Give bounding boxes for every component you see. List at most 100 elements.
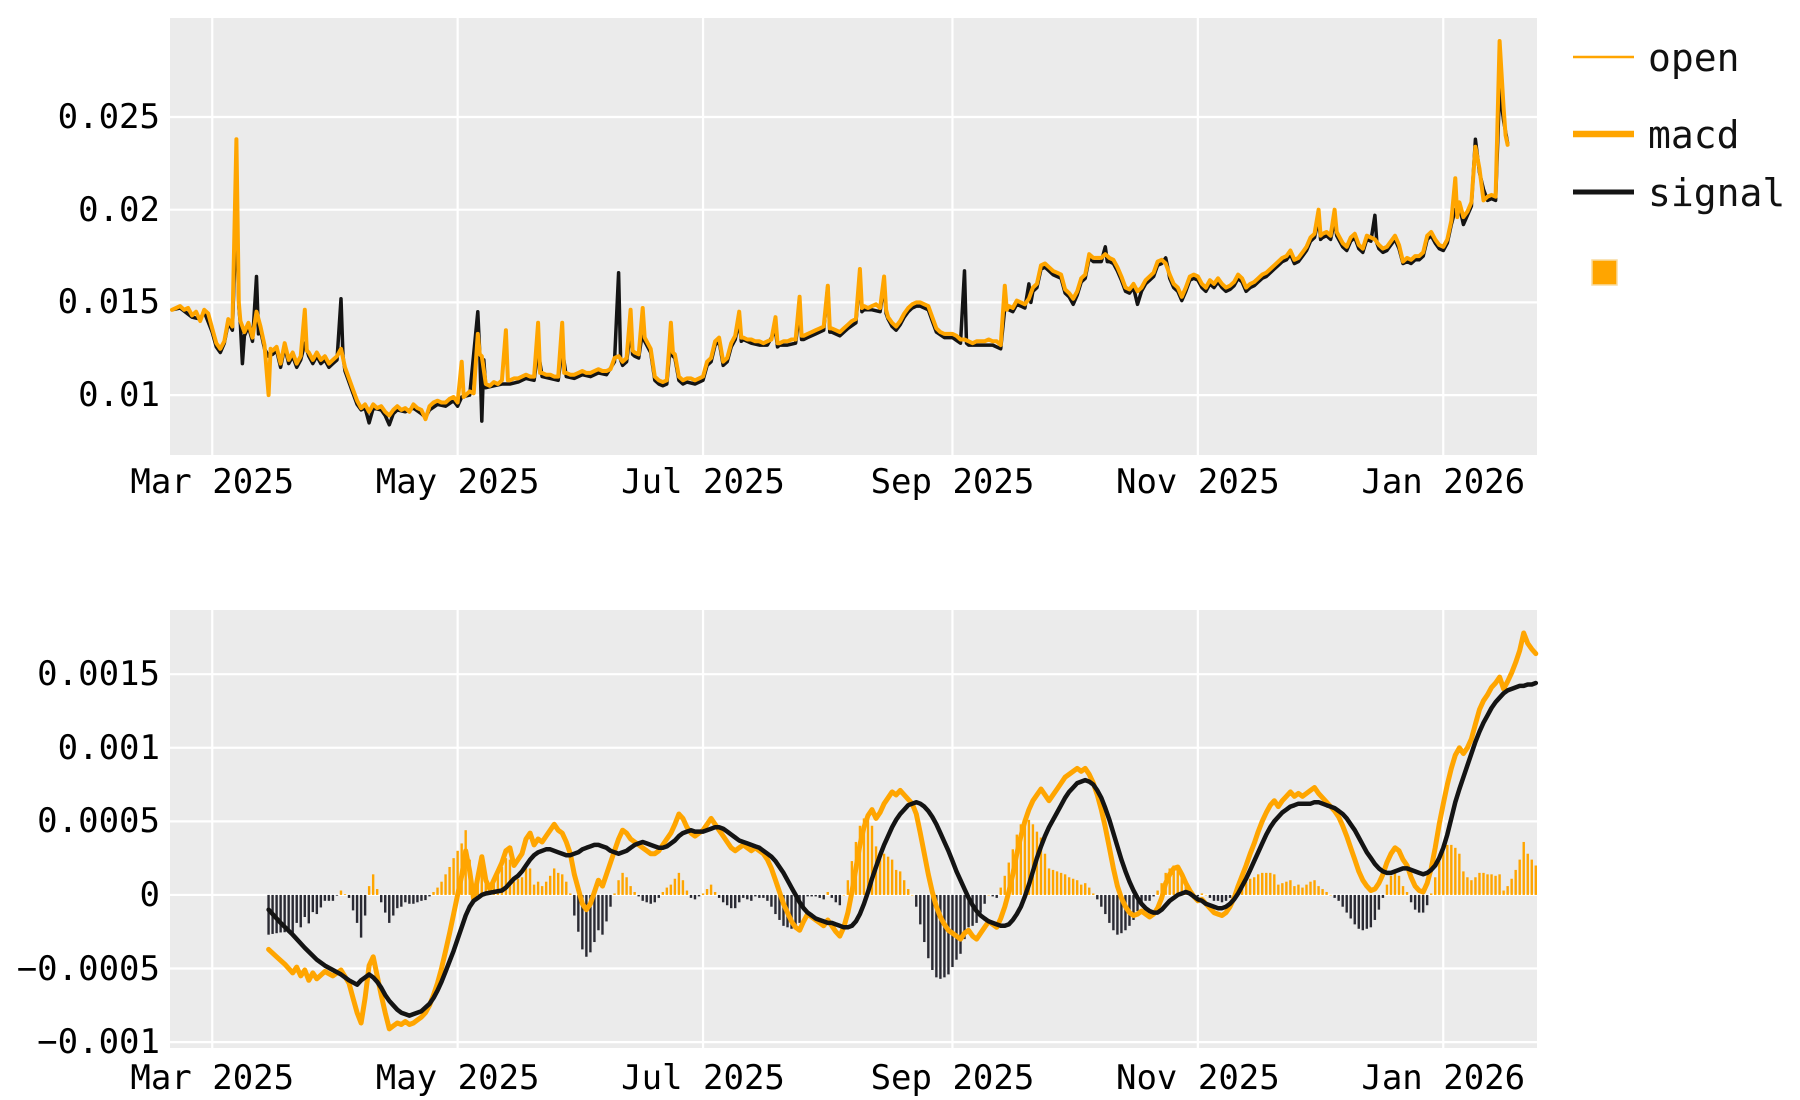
histogram-bar (597, 894, 600, 931)
y-tick-label: 0 (139, 874, 160, 915)
histogram-bar (1494, 875, 1497, 895)
histogram-bar (782, 894, 785, 926)
histogram-bar (1144, 894, 1147, 901)
x-tick-label: Jan 2026 (1361, 462, 1526, 502)
histogram-bar (645, 894, 648, 903)
histogram-bar (492, 883, 496, 895)
histogram-bar (1534, 865, 1537, 895)
histogram-bar (1373, 894, 1377, 920)
histogram-bar (898, 871, 902, 895)
histogram-bar (649, 894, 652, 904)
histogram-bar (955, 894, 958, 960)
histogram-bar (1140, 894, 1143, 903)
histogram-bar (1365, 894, 1369, 929)
histogram-bar (1104, 894, 1107, 915)
histogram-bar (1084, 883, 1087, 895)
histogram-bar (1401, 886, 1405, 895)
histogram-bar (557, 872, 560, 895)
histogram-bar (774, 894, 777, 915)
histogram-bar (1514, 869, 1517, 895)
y-tick-label: 0.0005 (37, 801, 160, 842)
signal-line (266, 680, 1539, 1018)
histogram-bar (738, 894, 741, 903)
histogram-bar (806, 894, 809, 897)
histogram-bar (1349, 894, 1352, 919)
histogram-bar (307, 894, 310, 924)
histogram-bar (1470, 880, 1473, 895)
histogram-bar (1055, 871, 1059, 895)
histogram-bar (1333, 894, 1336, 898)
histogram-bar (343, 894, 347, 895)
open-line (170, 39, 1510, 422)
histogram-bar (915, 894, 918, 907)
histogram-bar (1377, 894, 1381, 910)
histogram-bar (279, 894, 282, 933)
x-tick-label: Jul 2025 (621, 1058, 785, 1098)
histogram-bar (339, 890, 343, 895)
histogram-bar (1116, 894, 1119, 935)
histogram-bar (818, 894, 821, 898)
histogram-bar (456, 850, 459, 895)
histogram-bar (1088, 887, 1091, 895)
histogram-bar (1063, 874, 1067, 895)
histogram-bar (734, 894, 737, 909)
histogram-bar (335, 894, 339, 896)
legend-label-open: open (1648, 36, 1740, 80)
histogram-bar (601, 894, 604, 935)
histogram-bar (778, 894, 781, 920)
histogram-bar (1438, 861, 1441, 895)
histogram-bar (1273, 874, 1276, 895)
histogram-bar (1200, 893, 1204, 895)
histogram-bar (1003, 875, 1006, 895)
y-tick-label: 0.02 (78, 189, 160, 230)
histogram-bar (1442, 850, 1445, 895)
histogram-bar (1220, 894, 1224, 903)
histogram-bar (1023, 819, 1027, 895)
histogram-bar (617, 880, 620, 895)
histogram-bar (923, 894, 926, 943)
histogram-bar (520, 877, 524, 895)
histogram-bar (689, 894, 693, 898)
histogram-bar (404, 894, 407, 903)
histogram-bar (1421, 894, 1425, 913)
histogram-bar (862, 818, 866, 895)
histogram-bar (669, 884, 673, 895)
y-tick-label: 0.015 (57, 282, 160, 323)
histogram-bar (585, 894, 588, 957)
histogram-bar (1434, 877, 1437, 895)
histogram-bar (943, 894, 946, 978)
histogram-bar (412, 894, 415, 904)
histogram-bar (363, 894, 367, 916)
histogram-bar (995, 894, 998, 898)
histogram-bar (528, 868, 532, 895)
histogram-bar (983, 894, 986, 904)
histogram-bar (661, 891, 665, 895)
histogram-bar (267, 894, 270, 935)
histogram-bar (1450, 844, 1453, 895)
histogram-bar (866, 818, 870, 895)
histogram-bar (1096, 894, 1099, 900)
histogram-bar (1458, 853, 1461, 895)
histogram-bar (1124, 894, 1127, 931)
histogram-bar (355, 894, 359, 923)
histogram-bar (1136, 894, 1139, 912)
histogram-bar (1112, 894, 1115, 931)
histogram-bar (907, 889, 910, 895)
histogram-bar (991, 894, 994, 897)
histogram-bar (1027, 819, 1031, 895)
histogram-bar (625, 877, 628, 895)
histogram-bar (428, 894, 431, 897)
histogram-bar (834, 894, 837, 903)
histogram-bar (1305, 884, 1308, 895)
histogram-bar (1285, 881, 1288, 895)
histogram-bar (1196, 894, 1200, 897)
histogram-bar (1429, 893, 1433, 895)
histogram-bar (440, 881, 443, 895)
histogram-bar (1498, 874, 1501, 895)
histogram-bar (653, 894, 656, 903)
histogram-bar (709, 884, 713, 895)
histogram-bar (830, 894, 833, 898)
histogram-bar (1417, 894, 1421, 913)
histogram-bar (1071, 878, 1075, 895)
